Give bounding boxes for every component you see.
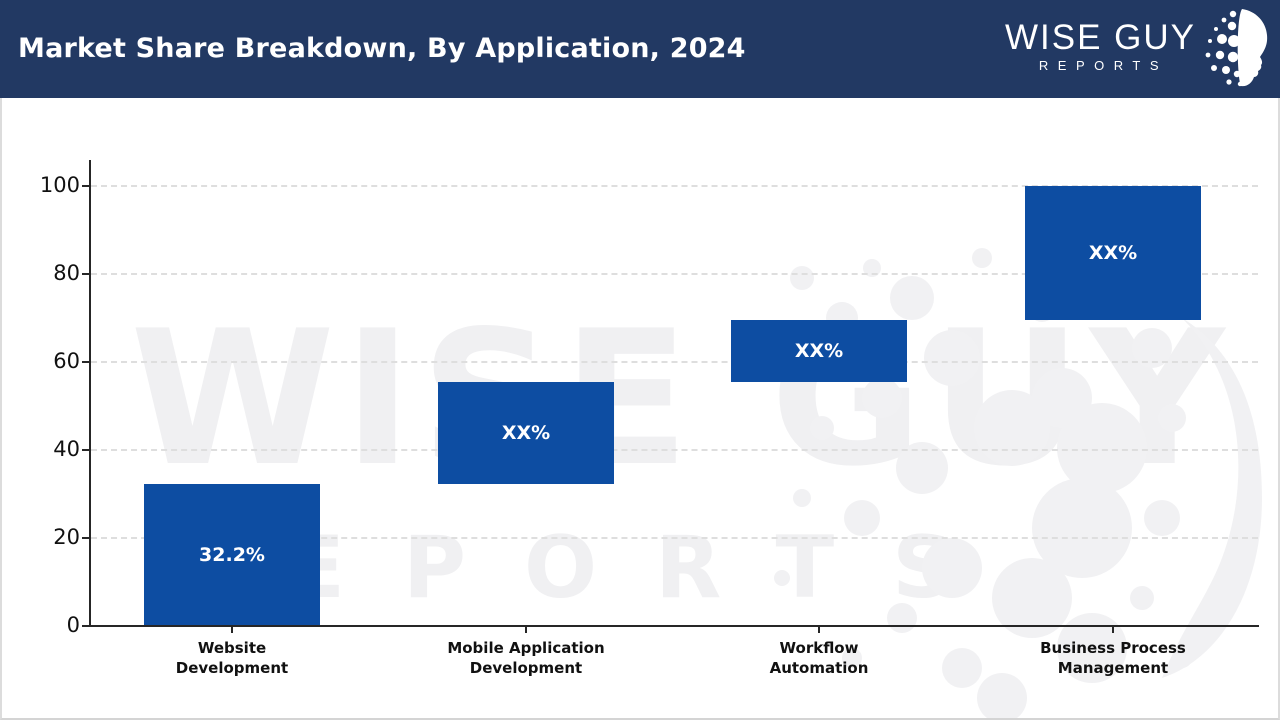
chart-title: Market Share Breakdown, By Application, … bbox=[18, 33, 746, 64]
gridline bbox=[91, 449, 1258, 451]
y-tick-mark bbox=[82, 537, 89, 539]
brand-name: WISE GUY bbox=[1004, 18, 1196, 57]
brand-subtitle: REPORTS bbox=[1038, 58, 1169, 73]
gridline bbox=[91, 537, 1258, 539]
y-tick-mark bbox=[82, 273, 89, 275]
x-category-label: Workflow Automation bbox=[769, 639, 869, 677]
bar-value-label: XX% bbox=[794, 340, 844, 363]
bar: XX% bbox=[438, 382, 614, 485]
bar-value-label: 32.2% bbox=[199, 544, 265, 567]
x-tick-mark bbox=[818, 627, 820, 633]
bar-value-label: XX% bbox=[1088, 242, 1138, 265]
y-tick-label: 80 bbox=[53, 261, 80, 285]
y-axis-line bbox=[89, 160, 91, 627]
y-tick-mark bbox=[82, 625, 89, 627]
x-category-label: Business Process Management bbox=[1040, 639, 1186, 677]
x-category-label: Website Development bbox=[175, 639, 289, 677]
chart-area: WISE GUY REPORTS 0 20 40 60 80 100 32.2% XX% XX… bbox=[0, 98, 1280, 720]
x-tick-mark bbox=[1112, 627, 1114, 633]
x-tick-mark bbox=[231, 627, 233, 633]
gridline bbox=[91, 273, 1258, 275]
y-tick-mark bbox=[82, 185, 89, 187]
brand-head-icon bbox=[1205, 9, 1268, 87]
x-tick-mark bbox=[525, 627, 527, 633]
header-bar: Market Share Breakdown, By Application, … bbox=[0, 0, 1280, 98]
y-tick-label: 40 bbox=[53, 437, 80, 461]
y-tick-label: 60 bbox=[53, 349, 80, 373]
bar: XX% bbox=[1025, 186, 1201, 321]
x-axis-line bbox=[89, 625, 1259, 627]
y-tick-mark bbox=[82, 449, 89, 451]
gridline bbox=[91, 361, 1258, 363]
y-tick-mark bbox=[82, 361, 89, 363]
brand-logo: WISE GUY REPORTS bbox=[1005, 6, 1268, 92]
brand-logo-text: WISE GUY REPORTS bbox=[1004, 18, 1196, 74]
y-tick-label: 0 bbox=[66, 613, 80, 637]
gridline bbox=[91, 185, 1258, 187]
bar-value-label: XX% bbox=[501, 422, 551, 445]
x-category-label: Mobile Application Development bbox=[447, 639, 605, 677]
y-tick-label: 20 bbox=[53, 525, 80, 549]
bar: XX% bbox=[731, 320, 907, 383]
y-tick-label: 100 bbox=[39, 173, 80, 197]
bar: 32.2% bbox=[144, 484, 320, 626]
watermark-face-dots bbox=[774, 248, 1262, 718]
